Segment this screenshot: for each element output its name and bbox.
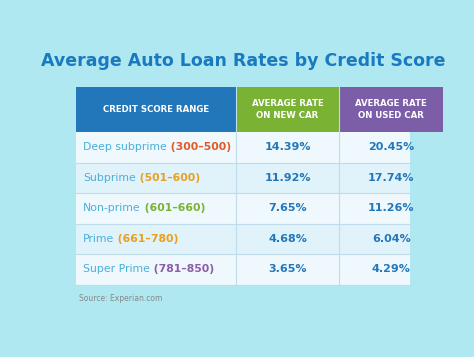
Text: 11.92%: 11.92% xyxy=(264,173,311,183)
Bar xyxy=(76,193,410,224)
Text: 7.65%: 7.65% xyxy=(268,203,307,213)
Text: 6.04%: 6.04% xyxy=(372,234,410,244)
Bar xyxy=(76,224,410,254)
Text: 4.29%: 4.29% xyxy=(372,265,410,275)
Text: Deep subprime: Deep subprime xyxy=(83,142,167,152)
Bar xyxy=(339,87,443,132)
Text: Prime: Prime xyxy=(83,234,114,244)
Bar xyxy=(76,132,410,163)
Text: 20.45%: 20.45% xyxy=(368,142,414,152)
Bar xyxy=(76,163,410,193)
Text: AVERAGE RATE
ON USED CAR: AVERAGE RATE ON USED CAR xyxy=(356,99,427,120)
Text: (781–850): (781–850) xyxy=(150,265,214,275)
Bar xyxy=(236,87,339,132)
Text: Source: Experian.com: Source: Experian.com xyxy=(80,294,163,303)
Text: Non-prime: Non-prime xyxy=(83,203,141,213)
Bar xyxy=(76,87,236,132)
Text: (661–780): (661–780) xyxy=(114,234,179,244)
Text: AVERAGE RATE
ON NEW CAR: AVERAGE RATE ON NEW CAR xyxy=(252,99,323,120)
Text: 17.74%: 17.74% xyxy=(368,173,414,183)
Text: (601–660): (601–660) xyxy=(141,203,205,213)
Text: 3.65%: 3.65% xyxy=(268,265,307,275)
Text: 14.39%: 14.39% xyxy=(264,142,311,152)
Text: (300–500): (300–500) xyxy=(167,142,231,152)
Bar xyxy=(76,254,410,285)
Text: (501–600): (501–600) xyxy=(136,173,200,183)
Text: CREDIT SCORE RANGE: CREDIT SCORE RANGE xyxy=(102,105,209,114)
Text: 11.26%: 11.26% xyxy=(368,203,414,213)
Text: Subprime: Subprime xyxy=(83,173,136,183)
Text: Super Prime: Super Prime xyxy=(83,265,150,275)
Text: Average Auto Loan Rates by Credit Score: Average Auto Loan Rates by Credit Score xyxy=(41,52,445,70)
Text: 4.68%: 4.68% xyxy=(268,234,307,244)
